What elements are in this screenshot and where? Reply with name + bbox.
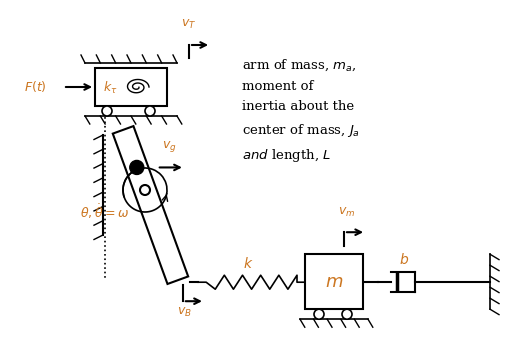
Circle shape [130,160,144,174]
Circle shape [102,106,112,116]
Bar [305,254,363,309]
Bar [95,68,167,106]
Text: $k_\tau$: $k_\tau$ [103,80,118,96]
Text: $b$: $b$ [399,252,409,267]
Text: $v_g$: $v_g$ [162,139,176,154]
Text: $v_B$: $v_B$ [177,306,192,319]
Text: $F(t)$: $F(t)$ [24,78,47,94]
Polygon shape [113,126,188,284]
Circle shape [314,309,324,319]
Text: $v_m$: $v_m$ [338,206,355,219]
Circle shape [145,106,155,116]
Text: $m$: $m$ [325,273,343,291]
Circle shape [140,185,150,195]
Text: $k$: $k$ [243,256,253,271]
Text: $\theta, \dot{\theta} = \omega$: $\theta, \dot{\theta} = \omega$ [80,203,129,221]
Text: $v_T$: $v_T$ [181,18,197,31]
Circle shape [342,309,352,319]
Text: arm of mass, $m_a$,
moment of
inertia about the
center of mass, $J_a$
$\mathit{a: arm of mass, $m_a$, moment of inertia ab… [242,58,360,164]
